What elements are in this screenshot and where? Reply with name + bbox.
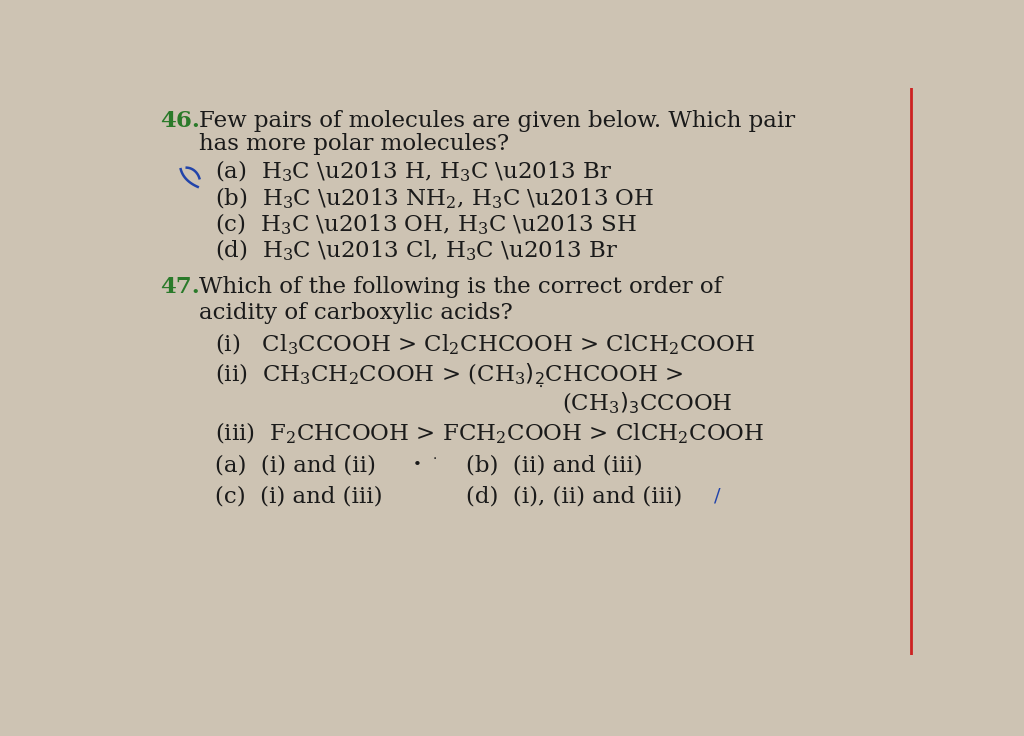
Text: has more polar molecules?: has more polar molecules?: [200, 133, 509, 155]
Text: (C$\mathdefault{H_3})_3$CCOOH: (C$\mathdefault{H_3})_3$CCOOH: [562, 390, 732, 416]
Text: (c)  $\mathdefault{H_3}$C \u2013 OH, $\mathdefault{H_3}$C \u2013 SH: (c) $\mathdefault{H_3}$C \u2013 OH, $\ma…: [215, 211, 637, 237]
Text: Which of the following is the correct order of: Which of the following is the correct or…: [200, 276, 722, 298]
Text: (i)   $\mathdefault{Cl_3}$CCOOH > $\mathdefault{Cl_2}$CHCOOH > ClC$\mathdefault{: (i) $\mathdefault{Cl_3}$CCOOH > $\mathde…: [215, 332, 755, 357]
Text: (b)  (ii) and (iii): (b) (ii) and (iii): [466, 455, 642, 477]
Text: (d)  (i), (ii) and (iii): (d) (i), (ii) and (iii): [466, 486, 682, 508]
Text: (a)  (i) and (ii): (a) (i) and (ii): [215, 455, 376, 477]
Text: Few pairs of molecules are given below. Which pair: Few pairs of molecules are given below. …: [200, 110, 796, 132]
Text: (c)  (i) and (iii): (c) (i) and (iii): [215, 486, 382, 508]
Text: •: •: [539, 383, 543, 391]
Text: (a)  $\mathdefault{H_3}$C \u2013 H, $\mathdefault{H_3}$C \u2013 Br: (a) $\mathdefault{H_3}$C \u2013 H, $\mat…: [215, 159, 612, 184]
Text: (d)  $\mathdefault{H_3}$C \u2013 Cl, $\mathdefault{H_3}$C \u2013 Br: (d) $\mathdefault{H_3}$C \u2013 Cl, $\ma…: [215, 238, 618, 263]
Text: 46.: 46.: [161, 110, 201, 132]
Text: acidity of carboxylic acids?: acidity of carboxylic acids?: [200, 302, 513, 325]
Text: 47.: 47.: [161, 276, 201, 298]
Text: (ii)  C$\mathdefault{H_3}$C$\mathdefault{H_2}$COOH > (C$\mathdefault{H_3})_2$CHC: (ii) C$\mathdefault{H_3}$C$\mathdefault{…: [215, 361, 683, 386]
Text: (iii)  $\mathdefault{F_2}$CHCOOH > FC$\mathdefault{H_2}$COOH > ClC$\mathdefault{: (iii) $\mathdefault{F_2}$CHCOOH > FC$\ma…: [215, 421, 764, 446]
Text: /: /: [714, 487, 721, 505]
Text: •  ˙: • ˙: [414, 458, 439, 472]
Text: (b)  $\mathdefault{H_3}$C \u2013 N$\mathdefault{H_2}$, $\mathdefault{H_3}$C \u20: (b) $\mathdefault{H_3}$C \u2013 N$\mathd…: [215, 185, 654, 210]
